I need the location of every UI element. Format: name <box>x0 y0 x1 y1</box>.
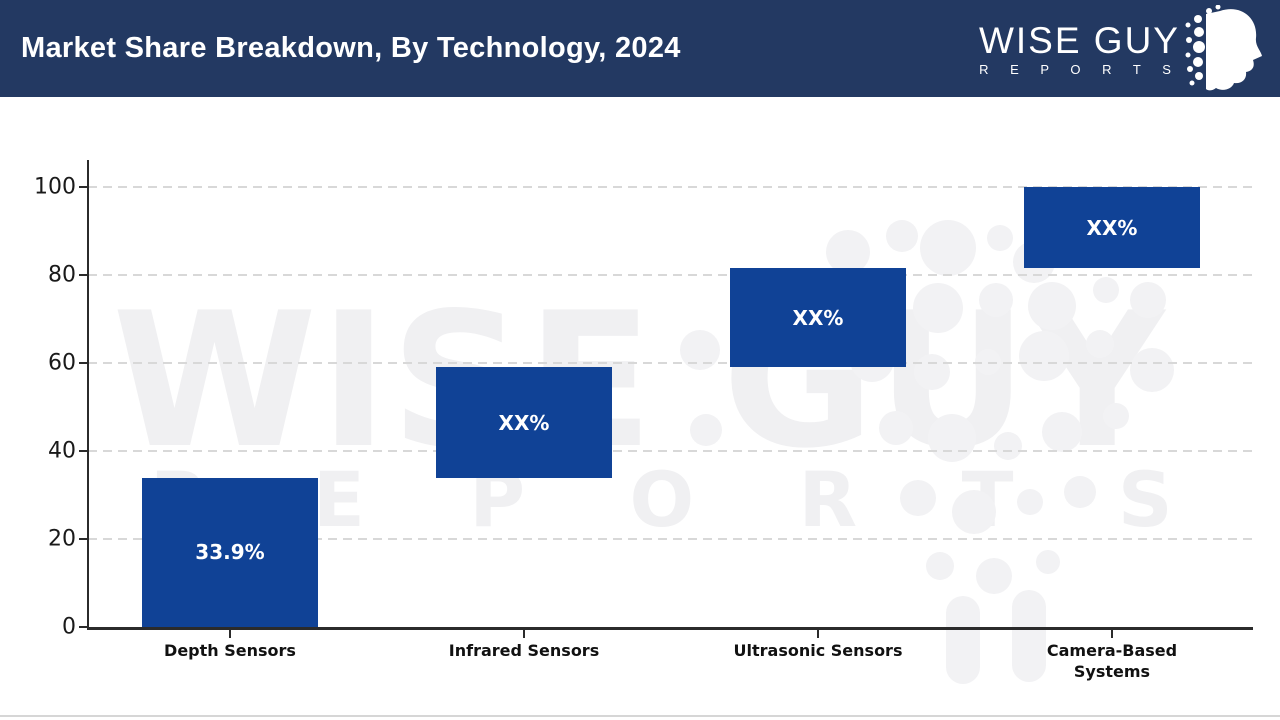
y-tick-label-80: 80 <box>48 262 76 288</box>
bar-value-label: 33.9% <box>195 540 265 565</box>
logo-tagline: R E P O R T S <box>979 61 1180 77</box>
x-axis <box>87 627 1253 630</box>
page-title: Market Share Breakdown, By Technology, 2… <box>21 32 681 64</box>
gridline-60 <box>88 362 1253 364</box>
bar-ultrasonic-sensors: XX% <box>730 268 906 368</box>
y-tick-label-60: 60 <box>48 350 76 376</box>
footer-divider <box>0 715 1280 717</box>
header-banner: Market Share Breakdown, By Technology, 2… <box>0 0 1280 97</box>
wiseguy-logo: WISE GUY R E P O R T S <box>979 4 1266 93</box>
y-tick-label-20: 20 <box>48 526 76 552</box>
bar-infrared-sensors: XX% <box>436 367 612 478</box>
y-tick-label-40: 40 <box>48 438 76 464</box>
gridline-40 <box>88 450 1253 452</box>
category-label-camera-based-systems: Camera-Based Systems <box>1046 641 1178 681</box>
x-tick-depth-sensors <box>229 630 231 638</box>
bar-value-label: XX% <box>498 410 550 435</box>
logo-face-icon <box>1185 4 1262 90</box>
x-tick-infrared-sensors <box>523 630 525 638</box>
y-tick-20 <box>79 538 87 540</box>
bar-value-label: XX% <box>792 305 844 330</box>
y-tick-label-100: 100 <box>34 174 76 200</box>
y-tick-80 <box>79 274 87 276</box>
logo-wordmark: WISE GUY <box>978 19 1180 61</box>
y-tick-0 <box>79 626 87 628</box>
logo-text: WISE GUY R E P O R T S <box>979 22 1180 76</box>
y-tick-40 <box>79 450 87 452</box>
category-label-infrared-sensors: Infrared Sensors <box>448 641 600 660</box>
y-tick-100 <box>79 186 87 188</box>
category-label-depth-sensors: Depth Sensors <box>164 641 296 660</box>
bar-value-label: XX% <box>1086 215 1138 240</box>
gridline-100 <box>88 186 1253 188</box>
gridline-80 <box>88 274 1253 276</box>
category-label-ultrasonic-sensors: Ultrasonic Sensors <box>733 641 903 660</box>
watermark-wordmark: WISE GUY <box>112 272 1167 489</box>
x-tick-camera-based-systems <box>1111 630 1113 638</box>
x-tick-ultrasonic-sensors <box>817 630 819 638</box>
y-tick-label-0: 0 <box>62 614 76 640</box>
bar-camera-based-systems: XX% <box>1024 187 1200 269</box>
bar-depth-sensors: 33.9% <box>142 477 318 627</box>
y-axis <box>87 160 89 630</box>
gridline-20 <box>88 538 1253 540</box>
y-tick-60 <box>79 362 87 364</box>
